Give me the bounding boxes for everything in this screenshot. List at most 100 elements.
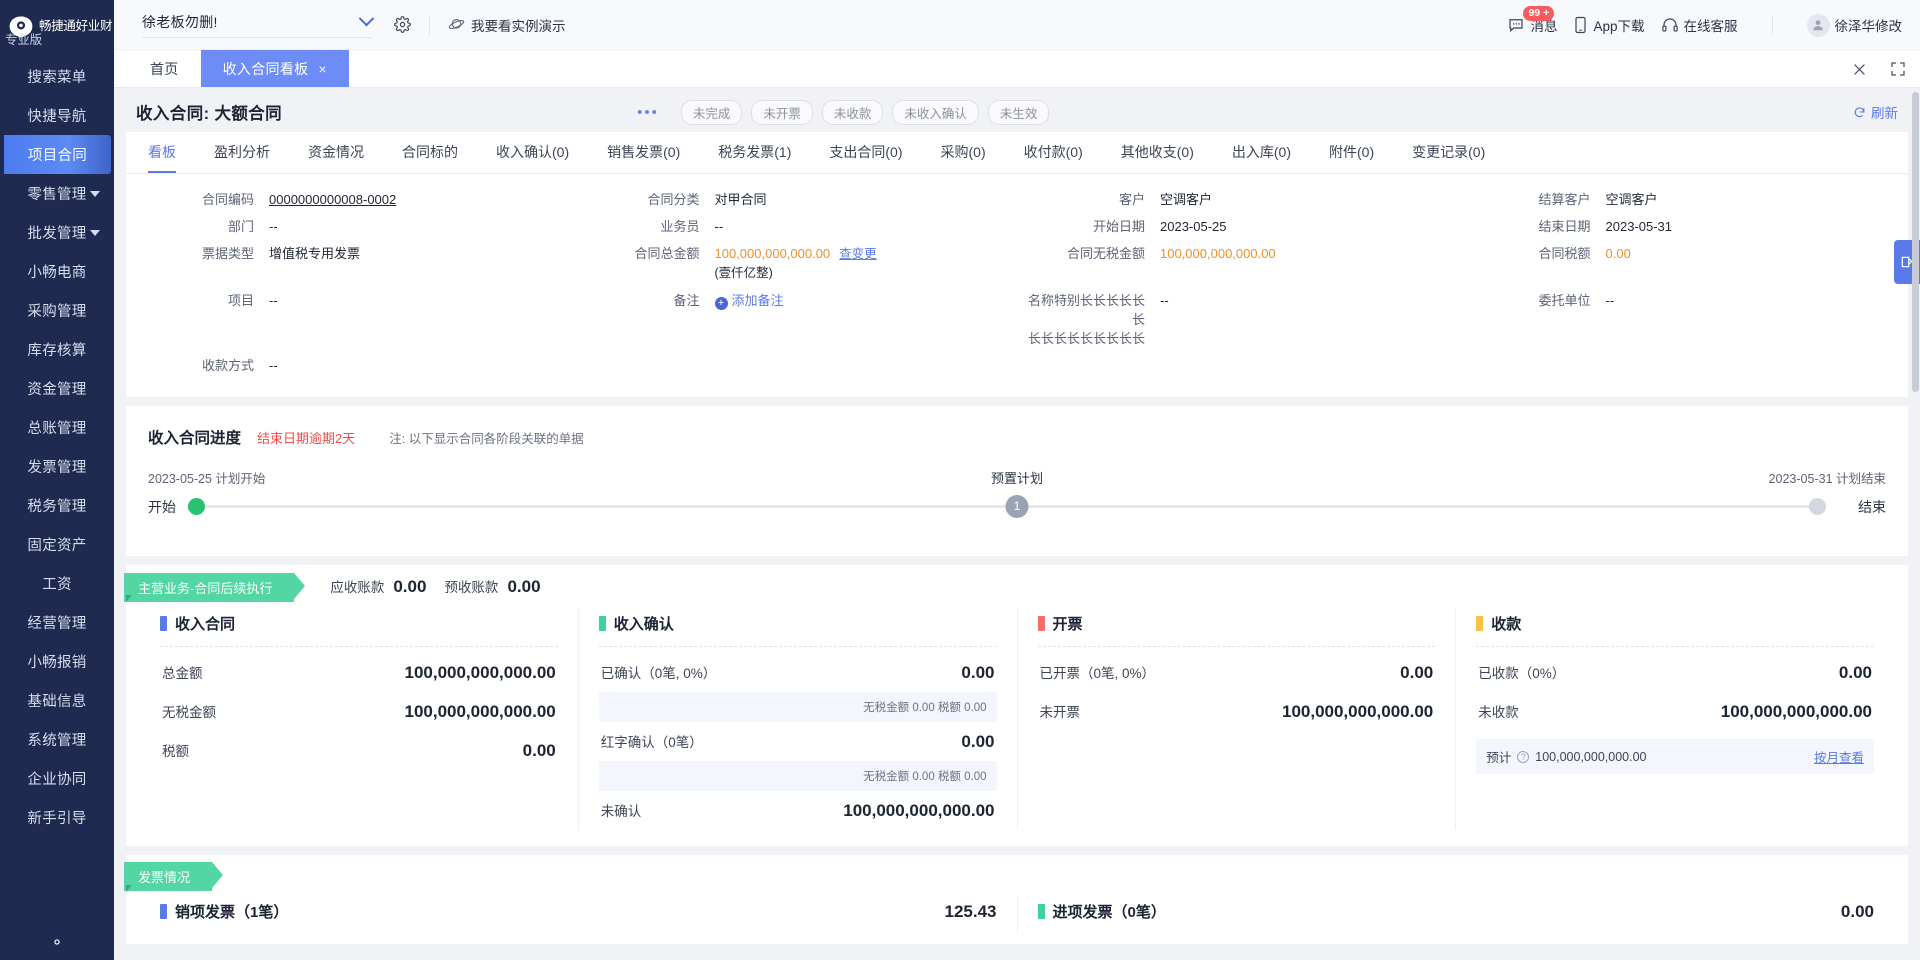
card-row-value: 0.00: [961, 663, 995, 682]
info-label: 备注: [673, 293, 700, 308]
info-cell-1-3: 备注 + 添加备注: [572, 291, 1018, 348]
online-support-button[interactable]: 在线客服: [1661, 15, 1738, 35]
sidebar-item-7[interactable]: 库存核算: [0, 330, 114, 369]
progress-end-label: 结束: [1858, 499, 1886, 515]
sidebar-item-13[interactable]: 工资: [0, 564, 114, 603]
app-download-label: App下载: [1593, 19, 1645, 34]
progress-node-mid[interactable]: 1: [1005, 495, 1029, 518]
info-cell-0-3: 项目 --: [126, 291, 572, 348]
sidebar-item-16[interactable]: 基础信息: [0, 681, 114, 720]
card-title: 收入合同: [175, 616, 236, 633]
prepaid-label: 预收账款: [444, 579, 499, 595]
sidebar-item-8[interactable]: 资金管理: [0, 369, 114, 408]
sidebar-item-14[interactable]: 经营管理: [0, 603, 114, 642]
progress-node-end[interactable]: [1809, 498, 1826, 515]
card-head: 开票: [1037, 607, 1436, 646]
nav-tab-10[interactable]: 其他收支(0): [1120, 144, 1194, 160]
add-remark-button[interactable]: + 添加备注: [714, 293, 784, 310]
header-right-actions: 消息 99 + App下载 在线客服: [1507, 0, 1902, 50]
sidebar-item-1[interactable]: 快捷导航: [0, 96, 114, 135]
close-icon[interactable]: [1851, 61, 1868, 78]
sidebar-item-label: 基础信息: [27, 694, 87, 710]
sidebar-item-12[interactable]: 固定资产: [0, 525, 114, 564]
messages-badge: 99 +: [1523, 6, 1555, 21]
info-value: --: [269, 293, 278, 308]
sidebar-gear-icon[interactable]: [0, 934, 114, 950]
info-value: 对甲合同: [714, 192, 767, 207]
card-row-0: 已收款（0%） 0.00: [1476, 653, 1874, 692]
account-select[interactable]: 徐老板勿删!: [142, 10, 375, 38]
status-badge-0: 未完成: [680, 99, 743, 125]
sidebar-item-5[interactable]: 小畅电商: [0, 252, 114, 291]
user-menu[interactable]: 徐泽华修改: [1806, 13, 1902, 37]
nav-tab-11[interactable]: 出入库(0): [1231, 144, 1291, 160]
sidebar-item-0[interactable]: 搜索菜单: [0, 57, 114, 96]
view-change-link[interactable]: 查变更: [839, 247, 877, 261]
sidebar-item-6[interactable]: 采购管理: [0, 291, 114, 330]
nav-tab-5[interactable]: 销售发票(0): [607, 144, 681, 160]
settings-gear-icon[interactable]: [394, 16, 411, 33]
card-row-value: 100,000,000,000.00: [1281, 702, 1434, 721]
tab-0[interactable]: 首页: [128, 50, 201, 87]
tab-close-icon[interactable]: ×: [318, 60, 327, 77]
sidebar-item-3[interactable]: 零售管理: [0, 174, 114, 213]
tab-1[interactable]: 收入合同看板 ×: [200, 50, 349, 87]
page-title: 收入合同: 大额合同: [136, 105, 283, 123]
nav-tab-1[interactable]: 盈利分析: [214, 144, 270, 160]
nav-tab-4[interactable]: 收入确认(0): [496, 144, 570, 160]
contract-code-link[interactable]: 0000000000008-0002: [269, 192, 397, 207]
nav-tab-2[interactable]: 资金情况: [308, 144, 364, 160]
view-by-month-link[interactable]: 按月查看: [1813, 751, 1864, 765]
headset-icon: [1661, 18, 1678, 32]
card-row-0: 已确认（0笔, 0%） 0.00: [599, 653, 997, 692]
ellipsis-icon[interactable]: •••: [637, 103, 659, 121]
info-label: 结算客户: [1538, 192, 1591, 207]
card-title: 开票: [1052, 616, 1083, 633]
sidebar-item-label: 资金管理: [27, 382, 87, 398]
info-value: 2023-05-31: [1605, 219, 1673, 234]
help-icon[interactable]: ?: [1517, 750, 1530, 763]
fullscreen-icon[interactable]: [1890, 61, 1906, 77]
business-card-2: 开票 已开票（0笔, 0%） 0.00 未开票 100,000,000,000.00: [1016, 607, 1456, 830]
nav-tab-9[interactable]: 收付款(0): [1023, 144, 1083, 160]
refresh-button[interactable]: 刷新: [1853, 102, 1898, 122]
sidebar-item-11[interactable]: 税务管理: [0, 486, 114, 525]
sidebar-item-2[interactable]: 项目合同: [4, 135, 111, 174]
nav-tab-7[interactable]: 支出合同(0): [829, 144, 903, 160]
nav-tab-13[interactable]: 变更记录(0): [1412, 144, 1486, 160]
card-row-label: 未确认: [600, 804, 642, 819]
nav-tab-12[interactable]: 附件(0): [1329, 144, 1375, 160]
sidebar-item-4[interactable]: 批发管理: [0, 213, 114, 252]
card-mark-icon: [160, 904, 167, 919]
sidebar-item-15[interactable]: 小畅报销: [0, 642, 114, 681]
sidebar-item-label: 项目合同: [27, 148, 88, 164]
sidebar-item-10[interactable]: 发票管理: [0, 447, 114, 486]
invoice-card-1: 进项发票（0笔） 0.00: [1016, 895, 1895, 934]
sidebar-item-label: 零售管理: [27, 187, 87, 203]
sidebar-item-18[interactable]: 企业协同: [0, 759, 114, 798]
nav-tab-8[interactable]: 采购(0): [940, 144, 986, 160]
nav-tab-3[interactable]: 合同标的: [402, 144, 458, 160]
sidebar-item-17[interactable]: 系统管理: [0, 720, 114, 759]
sidebar-item-label: 批发管理: [27, 226, 87, 242]
progress-node-start[interactable]: [188, 498, 205, 515]
sidebar-item-9[interactable]: 总账管理: [0, 408, 114, 447]
nav-tab-0[interactable]: 看板: [148, 142, 176, 173]
sidebar-item-19[interactable]: 新手引导: [0, 798, 114, 837]
demo-link[interactable]: 我要看实例演示: [448, 15, 566, 35]
card-mark-icon: [1037, 904, 1045, 919]
card-row-1: 无税金额 100,000,000,000.00: [160, 692, 558, 731]
info-cell-0-2: 票据类型 增值税专用发票: [126, 244, 572, 283]
app-download-button[interactable]: App下载: [1573, 15, 1645, 35]
messages-button[interactable]: 消息 99 +: [1507, 6, 1557, 35]
card-row-0: 已开票（0笔, 0%） 0.00: [1038, 653, 1436, 692]
card-row-value: 0.00: [961, 732, 995, 751]
vertical-scrollbar[interactable]: [1912, 92, 1919, 392]
info-label: 客户: [1118, 192, 1145, 207]
card-divider: [598, 646, 997, 647]
nav-tab-6[interactable]: 税务发票(1): [718, 144, 792, 160]
amount-value: 100,000,000,000.00: [1160, 246, 1276, 261]
estimate-label: 预计: [1486, 751, 1512, 765]
contract-progress-panel: 收入合同进度 结束日期逾期2天 注: 以下显示合同各阶段关联的单据 2023-0…: [126, 406, 1908, 556]
card-head: 收款: [1476, 607, 1874, 646]
